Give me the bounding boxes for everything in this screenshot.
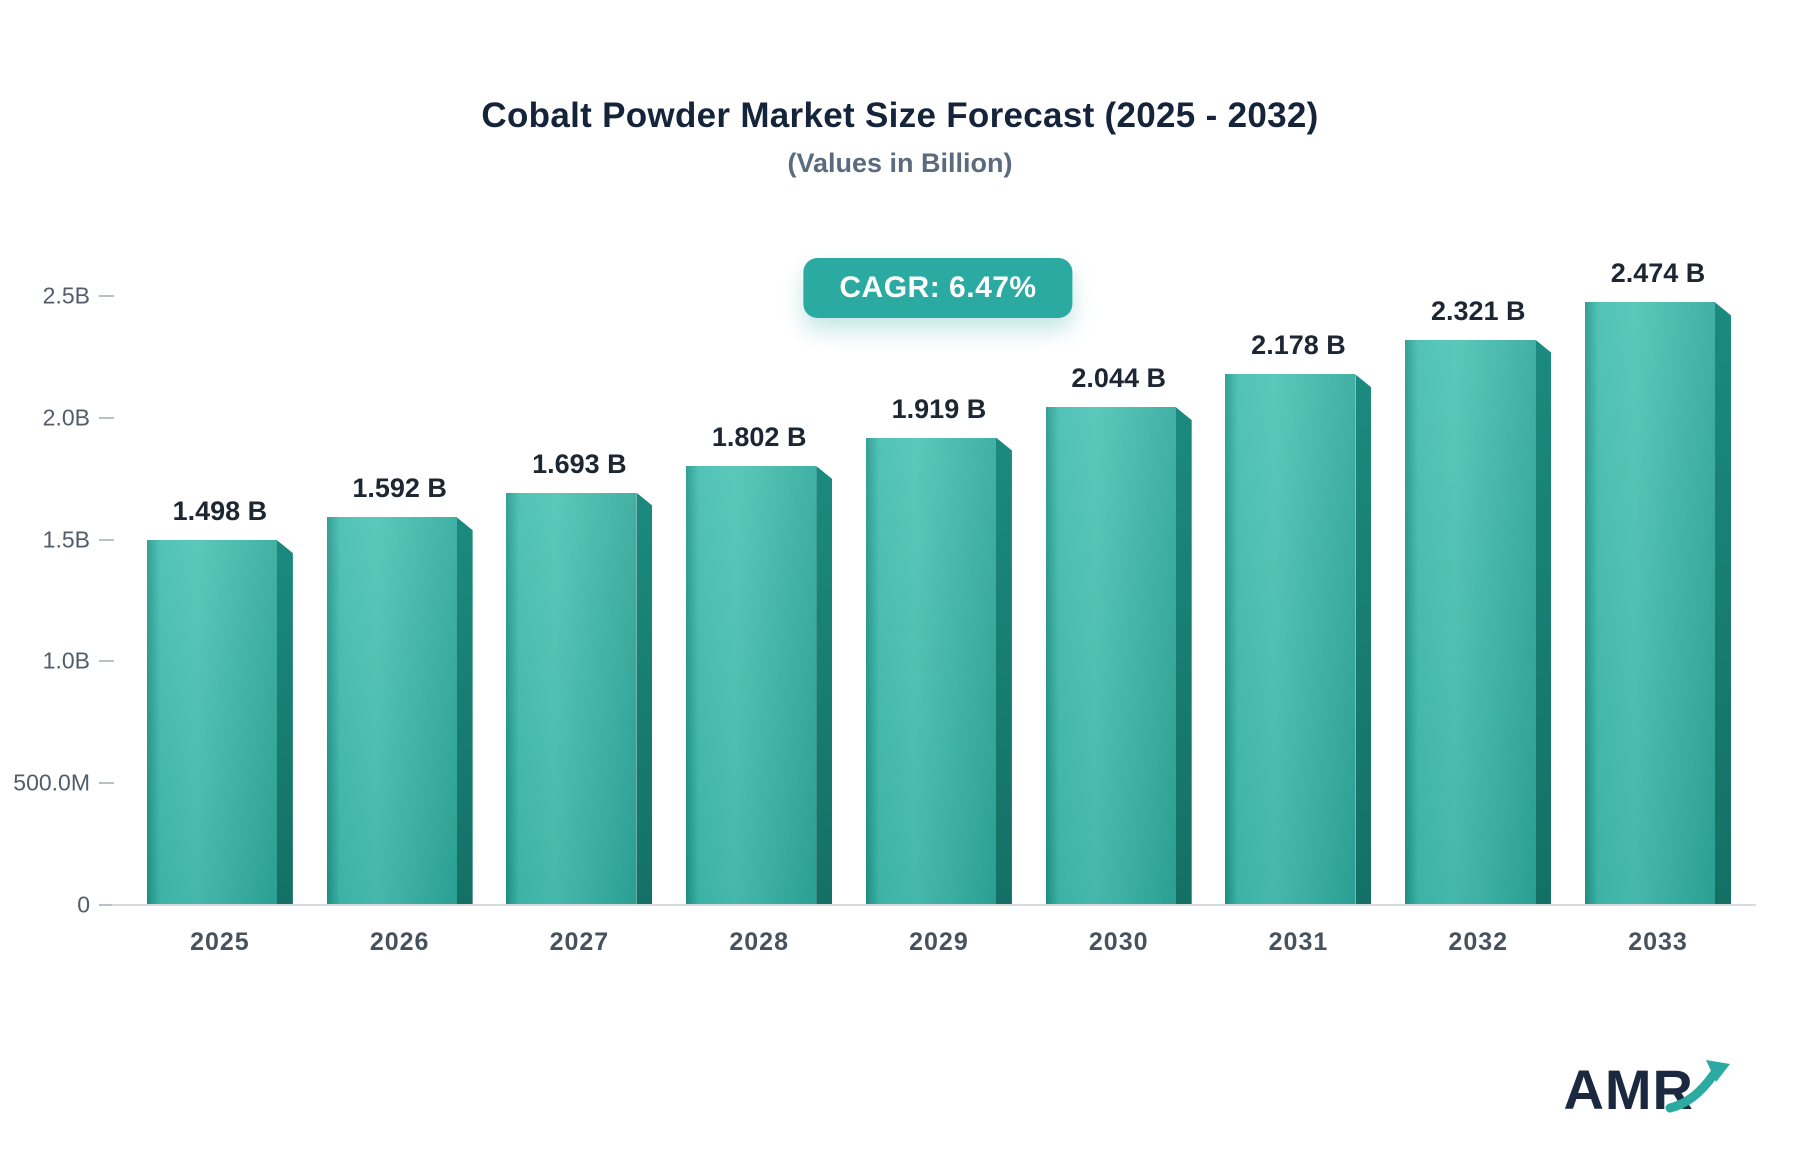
x-tick-label: 2027 (549, 928, 610, 956)
bar-front (865, 437, 996, 905)
bar-value-label: 2.044 B (1071, 363, 1166, 394)
bar-side (1715, 302, 1731, 905)
bar-2025: 1.498 B (146, 496, 293, 905)
y-tick-mark (99, 904, 114, 906)
bar-side (456, 517, 473, 905)
cagr-badge: CAGR: 6.47% (803, 258, 1073, 318)
bar-value-label: 2.474 B (1610, 258, 1706, 289)
bar-value-label: 1.498 B (172, 496, 268, 527)
bar-2029: 1.919 B (865, 394, 1012, 905)
y-tick-mark (99, 782, 114, 785)
x-tick-label: 2025 (190, 928, 250, 956)
bar-front (326, 517, 457, 905)
bar-front (506, 492, 637, 905)
y-tick-label: 1.5B (42, 526, 90, 553)
bar-2032: 2.321 B (1405, 296, 1552, 905)
logo-arrow-icon (1665, 1060, 1730, 1113)
y-tick-label: 500.0M (13, 769, 90, 796)
bar-front (1225, 374, 1356, 905)
bar-2030: 2.044 B (1045, 363, 1192, 905)
x-tick-label: 2028 (729, 928, 789, 956)
x-tick-label: 2026 (369, 928, 430, 956)
bar-value-label: 1.802 B (711, 422, 807, 453)
x-axis-line (112, 904, 1756, 906)
x-tick-label: 2032 (1448, 928, 1509, 956)
x-axis-labels: 2025 2026 2027 2028 2029 2030 2031 2032 2033 (130, 928, 1748, 957)
y-tick-label: 2.0B (42, 404, 90, 431)
bar-side (276, 540, 293, 905)
y-tick-label: 0 (77, 891, 90, 918)
x-tick-label: 2030 (1088, 928, 1149, 956)
bar-front (1045, 407, 1176, 905)
x-tick-label: 2031 (1268, 928, 1329, 956)
bar-side (1175, 407, 1192, 905)
bar-value-label: 1.693 B (532, 448, 627, 479)
bar-2026: 1.592 B (326, 473, 473, 905)
bar-2027: 1.693 B (506, 449, 653, 905)
y-tick-mark (99, 416, 114, 419)
bar-side (636, 492, 653, 905)
y-tick-label: 2.5B (42, 282, 90, 309)
bar-front (146, 540, 277, 905)
plot-area: 1.498 B 1.592 B 1.693 B 1.802 B 1.919 B 2.044… (130, 258, 1748, 905)
bar-2028: 1.802 B (686, 422, 833, 905)
y-tick-label: 1.0B (42, 647, 90, 674)
y-axis: 0 500.0M 1.0B 1.5B 2.0B 2.5B (0, 283, 130, 918)
bar-front (686, 466, 817, 905)
bar-side (995, 437, 1012, 905)
bar-side (816, 466, 833, 905)
bar-value-label: 2.178 B (1251, 330, 1346, 361)
logo: AMR (1563, 1058, 1734, 1118)
bar-front (1585, 302, 1715, 905)
bar-value-label: 2.321 B (1430, 295, 1526, 326)
bar-2031: 2.178 B (1225, 330, 1372, 905)
y-tick-mark (99, 538, 114, 541)
bar-side (1535, 339, 1552, 905)
x-tick-label: 2033 (1628, 928, 1688, 956)
chart-subtitle: (Values in Billion) (787, 148, 1013, 178)
y-tick-mark (99, 660, 114, 663)
bar-front (1405, 339, 1536, 905)
bar-2033: 2.474 B (1585, 258, 1731, 905)
bar-value-label: 1.592 B (352, 473, 447, 504)
chart-title: Cobalt Powder Market Size Forecast (2025… (481, 96, 1319, 135)
bars: 1.498 B 1.592 B 1.693 B 1.802 B 1.919 B 2.044… (130, 258, 1748, 905)
y-tick-mark (99, 295, 114, 297)
bar-value-label: 1.919 B (891, 393, 987, 424)
bar-side (1355, 374, 1372, 905)
x-tick-label: 2029 (909, 928, 969, 956)
